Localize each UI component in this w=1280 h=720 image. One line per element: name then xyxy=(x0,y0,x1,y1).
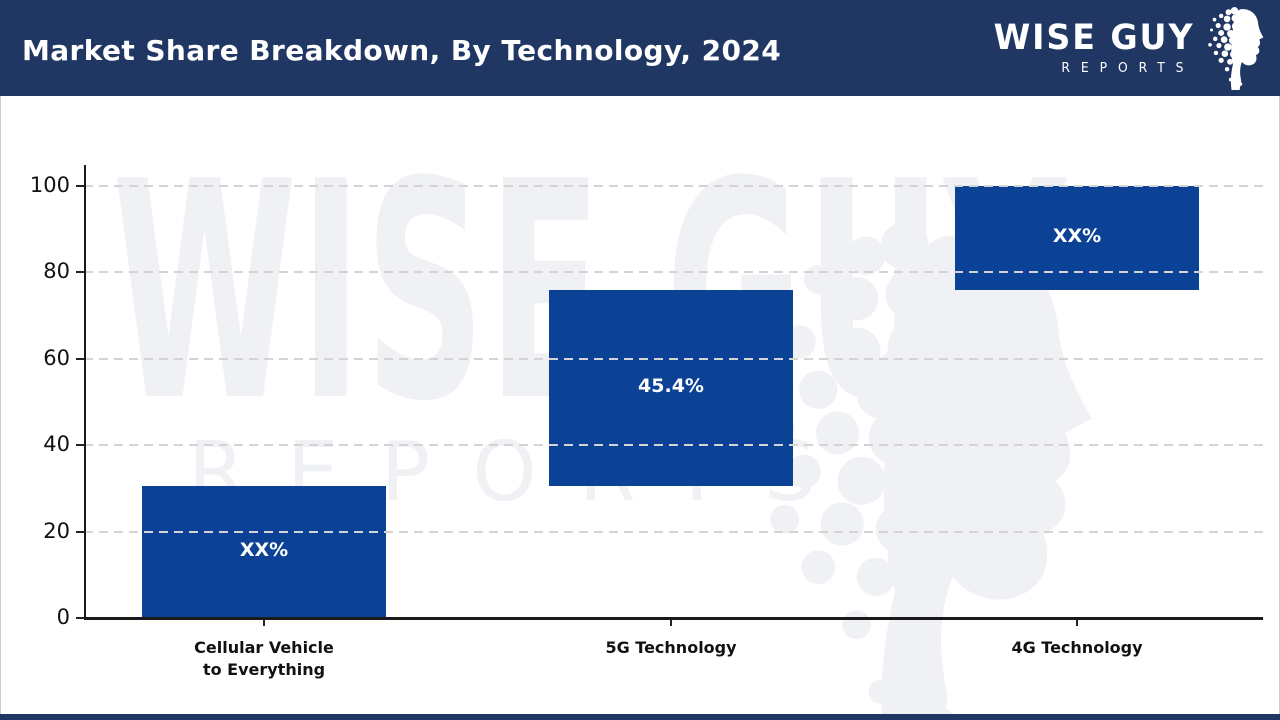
x-tick-mark xyxy=(1076,619,1078,626)
x-category-label: Cellular Vehicle to Everything xyxy=(104,637,424,681)
x-category-label: 4G Technology xyxy=(917,637,1237,659)
bar-value-label: XX% xyxy=(239,538,289,561)
y-tick-label: 40 xyxy=(43,432,70,457)
y-tick-label: 60 xyxy=(43,345,70,370)
wiseguy-logo: WISE GUY REPORTS xyxy=(983,7,1270,90)
x-axis xyxy=(84,617,1263,620)
x-tick-mark xyxy=(670,619,672,626)
x-category-label-line: Cellular Vehicle xyxy=(194,638,334,657)
y-tick-label: 80 xyxy=(43,259,70,284)
x-tick-mark xyxy=(263,619,265,626)
logo-subtitle: REPORTS xyxy=(1060,60,1194,76)
x-category-label-line: 5G Technology xyxy=(605,638,737,657)
x-category-label: 5G Technology xyxy=(511,637,831,659)
y-tick-label: 100 xyxy=(29,173,70,197)
logo-text: WISE GUY REPORTS xyxy=(983,17,1194,76)
bar-value-label: XX% xyxy=(1052,224,1102,247)
y-tick-mark xyxy=(76,444,84,447)
bar-segment[interactable] xyxy=(549,289,793,486)
y-tick-mark xyxy=(76,271,84,274)
y-tick-mark xyxy=(76,530,84,533)
bar-value-label: 45.4% xyxy=(638,374,704,397)
gridline xyxy=(84,444,1263,447)
bar-segment[interactable] xyxy=(142,485,386,618)
x-category-label-line: to Everything xyxy=(202,660,326,679)
y-tick-mark xyxy=(76,357,84,360)
gridline xyxy=(84,271,1263,274)
y-axis xyxy=(84,165,86,620)
gridline xyxy=(84,357,1263,360)
y-tick-label: 20 xyxy=(43,518,70,543)
header: Market Share Breakdown, By Technology, 2… xyxy=(0,0,1280,96)
y-tick-mark xyxy=(76,617,84,619)
footer-bar xyxy=(0,714,1280,720)
gridline xyxy=(84,530,1263,533)
y-tick-mark xyxy=(76,185,84,187)
page-title: Market Share Breakdown, By Technology, 2… xyxy=(22,33,782,67)
x-category-label-line: 4G Technology xyxy=(1011,638,1143,657)
gridline xyxy=(84,185,1263,187)
logo-wordmark: WISE GUY xyxy=(993,17,1194,58)
y-tick-label: 0 xyxy=(56,605,70,629)
